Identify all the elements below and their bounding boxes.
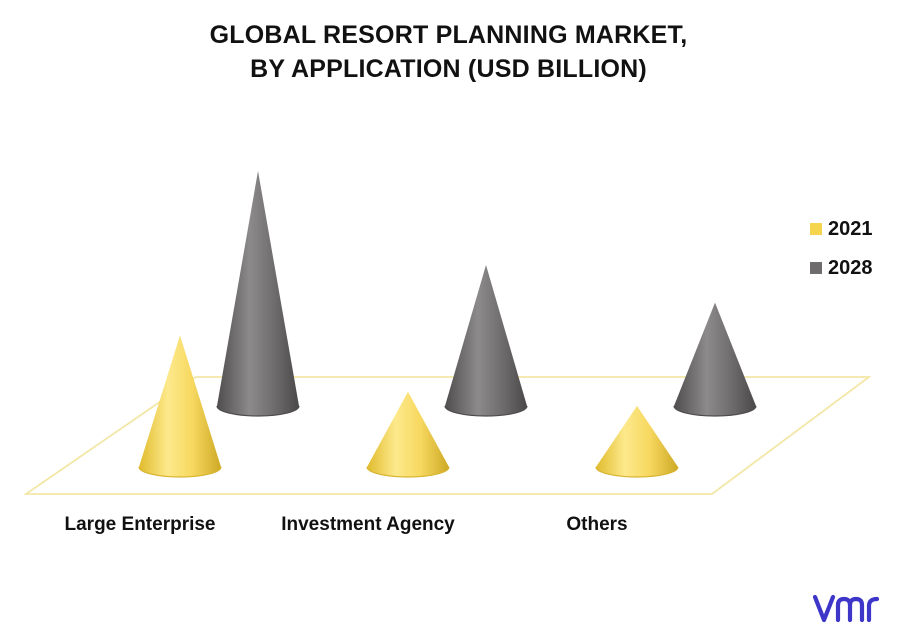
cone-body	[367, 391, 449, 477]
chart-title-line-2: BY APPLICATION (USD BILLION)	[250, 55, 647, 83]
cone-2028-others	[673, 302, 757, 417]
cone-base-rim	[444, 405, 528, 417]
cone-body	[674, 302, 756, 416]
legend-swatch-2028	[810, 262, 822, 274]
chart-title-line-1: GLOBAL RESORT PLANNING MARKET,	[209, 21, 688, 49]
cone-2021-others	[595, 405, 679, 478]
cone-body	[445, 265, 527, 416]
cone-body	[217, 171, 299, 416]
cone-2021-large-enterprise	[138, 335, 222, 478]
cone-marks	[138, 171, 757, 478]
legend-swatch-2021	[810, 223, 822, 235]
vmr-logo	[813, 594, 879, 623]
cone-base-rim	[673, 405, 757, 417]
category-labels: Large Enterprise Investment Agency Others	[65, 514, 628, 535]
category-label: Others	[566, 514, 627, 535]
cone-base-rim	[595, 466, 679, 478]
cone-2028-investment-agency	[444, 265, 528, 417]
chart-floor	[23, 376, 872, 495]
legend-label-2028: 2028	[828, 257, 873, 279]
category-label: Large Enterprise	[65, 514, 216, 535]
cone-body	[596, 405, 678, 477]
category-label: Investment Agency	[281, 514, 455, 535]
cone-base-rim	[216, 405, 300, 417]
legend: 2021 2028	[810, 218, 873, 279]
cone-base-rim	[366, 466, 450, 478]
legend-label-2021: 2021	[828, 218, 873, 240]
cone-2028-large-enterprise	[216, 171, 300, 417]
cone-body	[139, 335, 221, 477]
cone-base-rim	[138, 466, 222, 478]
cone-2021-investment-agency	[366, 391, 450, 478]
